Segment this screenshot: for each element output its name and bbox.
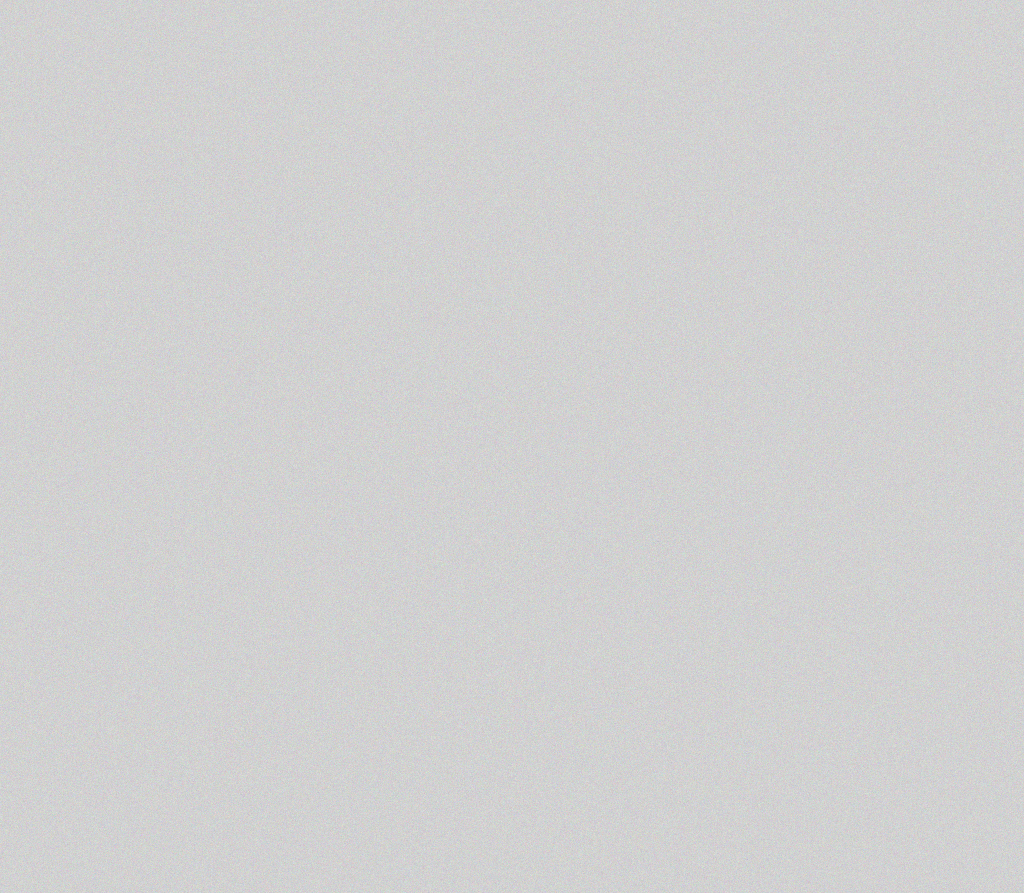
Text: Sulphur dioxide reacts with chlorine in the presence of: Sulphur dioxide reacts with chlorine in … [137,145,860,171]
Text: $\mathregular{SOCl_2}$: $\mathregular{SOCl_2}$ [204,284,291,316]
Text: charcoal to give: charcoal to give [137,179,349,205]
Text: $\mathregular{SCl_2}$: $\mathregular{SCl_2}$ [204,538,266,570]
Text: $\mathregular{SO_2Cl_2}$: $\mathregular{SO_2Cl_2}$ [204,411,305,443]
Text: $\mathregular{S_2Cl_2}$: $\mathregular{S_2Cl_2}$ [204,669,281,701]
